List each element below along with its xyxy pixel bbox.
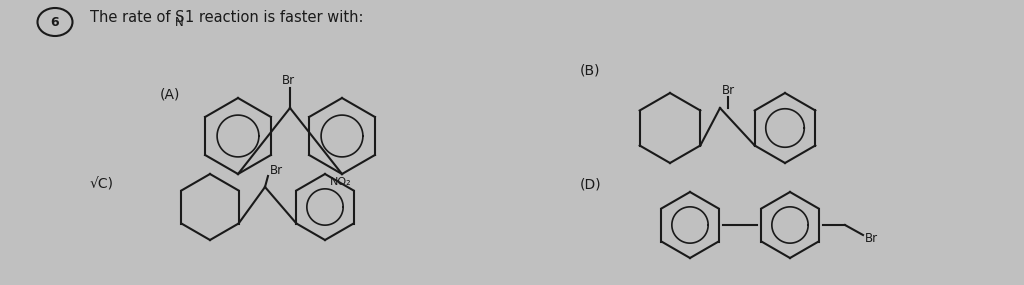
Text: (B): (B) — [580, 63, 600, 77]
Text: √C): √C) — [90, 178, 114, 192]
Text: Br: Br — [282, 74, 295, 87]
Text: 6: 6 — [50, 15, 59, 28]
Text: The rate of S: The rate of S — [90, 11, 184, 25]
Text: Br: Br — [722, 84, 734, 97]
Text: 1 reaction is faster with:: 1 reaction is faster with: — [185, 11, 364, 25]
Text: (A): (A) — [160, 88, 180, 102]
Text: (D): (D) — [580, 178, 602, 192]
Text: N: N — [175, 17, 183, 30]
Text: Br: Br — [270, 164, 283, 176]
Text: NO₂: NO₂ — [330, 177, 351, 187]
Text: Br: Br — [865, 233, 879, 245]
